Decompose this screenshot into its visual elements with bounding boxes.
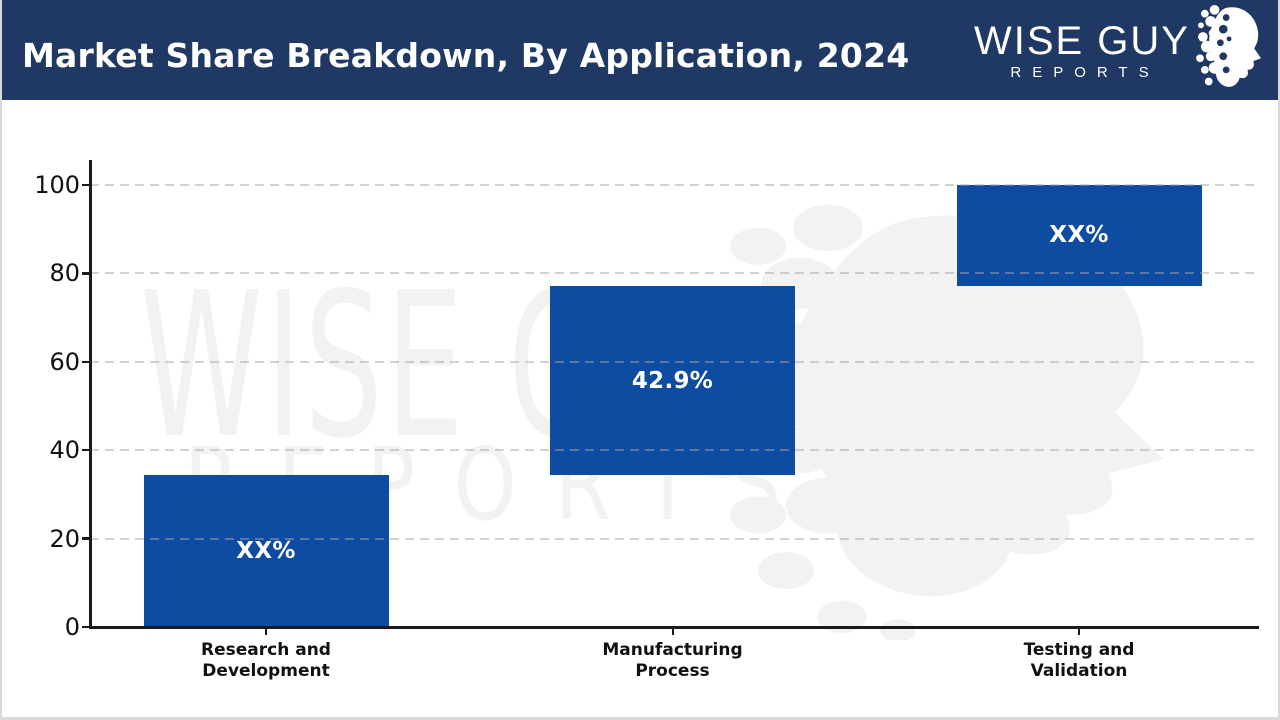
x-tick-mark xyxy=(265,628,267,635)
y-tick-label: 60 xyxy=(49,347,80,376)
bar-value-label: XX% xyxy=(1049,222,1109,249)
page-title: Market Share Breakdown, By Application, … xyxy=(22,36,910,75)
y-tick-mark xyxy=(82,448,90,452)
gridline xyxy=(90,537,1255,540)
logo-head-icon xyxy=(1196,4,1262,87)
bar: 42.9% xyxy=(550,285,795,476)
category-label-line: Development xyxy=(202,661,330,681)
y-tick-mark xyxy=(82,272,90,275)
bar: XX% xyxy=(956,185,1202,286)
y-tick-label: 0 xyxy=(64,613,80,641)
y-tick-mark xyxy=(82,183,90,187)
header-bar: Market Share Breakdown, By Application, … xyxy=(2,0,1278,100)
brand-subname: REPORTS xyxy=(1010,63,1160,81)
brand-name: WISE GUY xyxy=(973,18,1190,63)
y-tick-mark xyxy=(82,537,90,540)
y-tick-label: 80 xyxy=(49,259,80,288)
x-axis-line xyxy=(89,626,1259,629)
gridline xyxy=(90,184,1255,186)
y-axis-line xyxy=(89,160,92,629)
gridline xyxy=(90,272,1255,275)
y-tick-mark xyxy=(82,625,90,629)
category-label-line: Research and xyxy=(201,640,331,660)
category-label-line: Manufacturing xyxy=(602,640,743,660)
gridline xyxy=(90,449,1255,452)
y-tick-label: 40 xyxy=(49,436,80,465)
y-tick-label: 20 xyxy=(49,524,80,553)
bar-value-label: XX% xyxy=(236,538,296,565)
gridline xyxy=(90,360,1255,363)
category-label-line: Process xyxy=(635,661,710,681)
category-label: Manufacturing Process xyxy=(513,640,833,682)
category-label: Testing and Validation xyxy=(919,640,1239,682)
category-label-line: Testing and xyxy=(1023,640,1135,660)
bar: XX% xyxy=(143,475,389,627)
bar-value-label: 42.9% xyxy=(631,367,714,394)
category-label-line: Validation xyxy=(1030,661,1128,681)
y-tick-mark xyxy=(82,360,90,364)
chart-area: 0 20 40 60 80 100 XX% Research and Development 42… xyxy=(2,100,1278,717)
brand-logo-text: WISE GUY REPORTS xyxy=(974,19,1190,82)
x-tick-mark xyxy=(1078,628,1080,635)
x-tick-mark xyxy=(671,628,674,635)
category-label: Research and Development xyxy=(106,640,426,682)
y-tick-label: 100 xyxy=(34,171,80,199)
brand-logo: WISE GUY REPORTS xyxy=(974,4,1270,96)
